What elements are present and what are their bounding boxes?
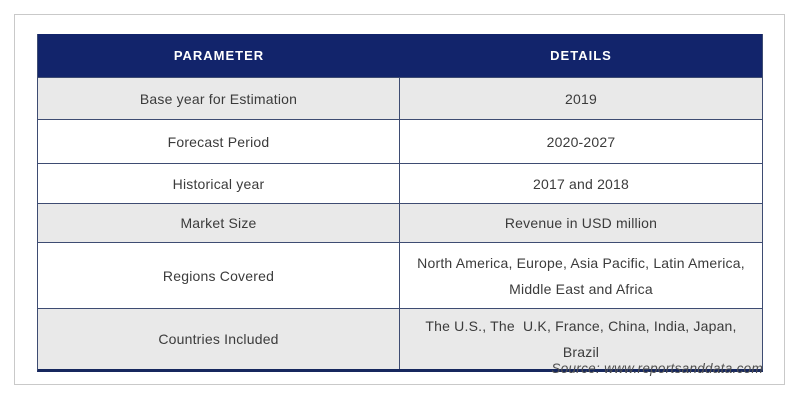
table-row-regions-covered: Regions Covered North America, Europe, A…	[38, 242, 762, 308]
details-cell: The U.S., The U.K, France, China, India,…	[425, 318, 741, 360]
details-cell: 2019	[565, 90, 597, 107]
parameter-cell: Market Size	[38, 204, 400, 242]
parameter-cell: Historical year	[38, 164, 400, 203]
table-row-market-size: Market Size Revenue in USD million	[38, 203, 762, 242]
parameter-cell: Base year for Estimation	[38, 78, 400, 119]
table-row-forecast-period: Forecast Period 2020-2027	[38, 119, 762, 163]
parameter-cell: Regions Covered	[38, 243, 400, 308]
table-row-historical-year: Historical year 2017 and 2018	[38, 163, 762, 203]
parameter-cell: Forecast Period	[38, 120, 400, 163]
column-header-details: DETAILS	[550, 48, 612, 63]
details-cell: Revenue in USD million	[504, 215, 658, 231]
column-header-parameter: PARAMETER	[173, 48, 265, 63]
table-row-base-year: Base year for Estimation 2019	[38, 77, 762, 119]
details-cell: North America, Europe, Asia Pacific, Lat…	[417, 254, 749, 297]
parameter-cell: Countries Included	[38, 309, 400, 369]
table-row-countries-included: Countries Included The U.S., The U.K, Fr…	[38, 308, 762, 369]
table-header-row: PARAMETER DETAILS	[38, 34, 762, 77]
details-cell: 2020-2027	[546, 133, 616, 150]
details-cell: 2017 and 2018	[532, 175, 630, 192]
report-scope-table: PARAMETER DETAILS Base year for Estimati…	[37, 34, 763, 372]
source-caption: Source: www.reportsanddata.com	[551, 361, 763, 376]
